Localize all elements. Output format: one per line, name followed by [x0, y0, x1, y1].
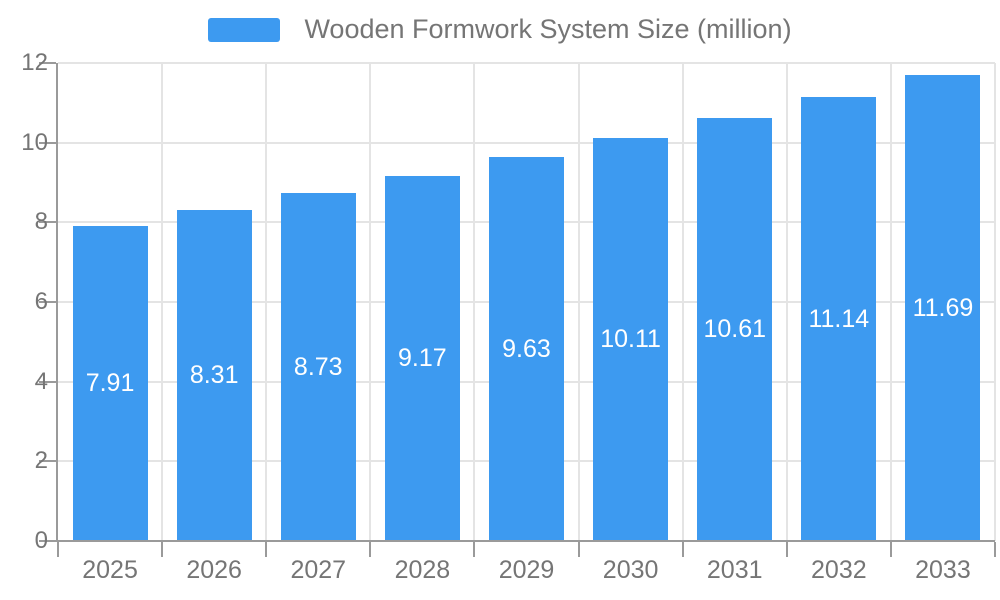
x-axis-tick: [577, 542, 580, 557]
y-axis-tick: [39, 221, 56, 224]
x-tick-label: 2026: [186, 556, 242, 584]
bar-value-label: 11.69: [912, 293, 974, 322]
bar-2032[interactable]: 11.14: [801, 97, 877, 541]
bar-2033[interactable]: 11.69: [905, 75, 981, 541]
x-axis-tick: [681, 542, 684, 557]
y-tick-label: 0: [34, 527, 48, 554]
y-tick-label: 4: [34, 367, 48, 395]
gridline-horizontal: [58, 62, 995, 64]
bar-value-label: 10.11: [600, 325, 661, 354]
gridline-horizontal: [58, 141, 995, 144]
x-tick-label: 2030: [602, 556, 659, 584]
x-tick-label: 2028: [394, 556, 451, 584]
y-axis-tick: [39, 540, 56, 542]
x-axis-tick: [369, 542, 372, 557]
legend[interactable]: Wooden Formwork System Size (million): [0, 16, 1000, 43]
bar-value-label: 8.31: [189, 361, 239, 389]
bar-2030[interactable]: 10.11: [593, 138, 669, 541]
x-axis-tick: [473, 542, 476, 557]
bar-2031[interactable]: 10.61: [697, 118, 773, 541]
y-axis-tick: [39, 460, 56, 463]
y-tick-label: 10: [21, 128, 48, 156]
legend-swatch-icon[interactable]: [208, 17, 281, 42]
bar-value-label: 8.73: [293, 352, 343, 381]
x-axis-tick: [994, 542, 996, 557]
bar-2029[interactable]: 9.63: [489, 157, 564, 541]
x-tick-label: 2025: [82, 556, 138, 584]
y-axis-tick: [39, 141, 56, 144]
legend-label: Wooden Formwork System Size (million): [304, 14, 792, 44]
bar-2026[interactable]: 8.31: [176, 210, 252, 541]
x-tick-label: 2027: [290, 556, 347, 584]
x-axis-tick: [57, 542, 59, 557]
plot-area: 7.91 8.31 8.73 9.17 9.63 10.11 10.61 11.14 11.69: [58, 62, 996, 541]
y-axis-tick: [39, 62, 56, 64]
x-axis-tick: [785, 542, 788, 557]
x-tick-label: 2031: [706, 556, 763, 584]
gridline-vertical: [369, 63, 372, 541]
gridline-vertical: [577, 63, 580, 541]
x-axis-tick: [161, 542, 164, 557]
y-axis-tick: [39, 301, 56, 303]
bar-value-label: 7.91: [85, 368, 135, 397]
y-axis-line: [56, 63, 58, 542]
gridline-vertical: [889, 63, 892, 541]
x-tick-label: 2033: [915, 556, 971, 584]
x-axis-line: [56, 540, 995, 542]
bar-2028[interactable]: 9.17: [384, 175, 460, 541]
gridline-vertical: [265, 63, 268, 541]
bar-value-label: 9.17: [398, 343, 447, 372]
gridline-vertical: [681, 63, 684, 541]
gridline-vertical: [161, 63, 164, 541]
gridline-vertical: [994, 63, 996, 541]
x-axis-tick: [889, 542, 892, 557]
x-tick-label: 2029: [498, 556, 555, 584]
y-tick-label: 12: [21, 49, 48, 76]
gridline-vertical: [473, 63, 476, 541]
bar-2027[interactable]: 8.73: [280, 193, 356, 541]
bar-value-label: 9.63: [502, 334, 551, 363]
y-axis-tick: [39, 380, 56, 383]
gridline-vertical: [785, 63, 788, 541]
bar-value-label: 10.61: [703, 315, 766, 344]
x-tick-label: 2032: [811, 556, 867, 584]
y-tick-label: 2: [34, 447, 48, 475]
x-axis-tick: [265, 542, 268, 557]
y-tick-label: 6: [34, 288, 48, 315]
y-tick-label: 8: [34, 208, 48, 236]
bar-value-label: 11.14: [808, 304, 870, 333]
bar-2025[interactable]: 7.91: [72, 225, 148, 541]
